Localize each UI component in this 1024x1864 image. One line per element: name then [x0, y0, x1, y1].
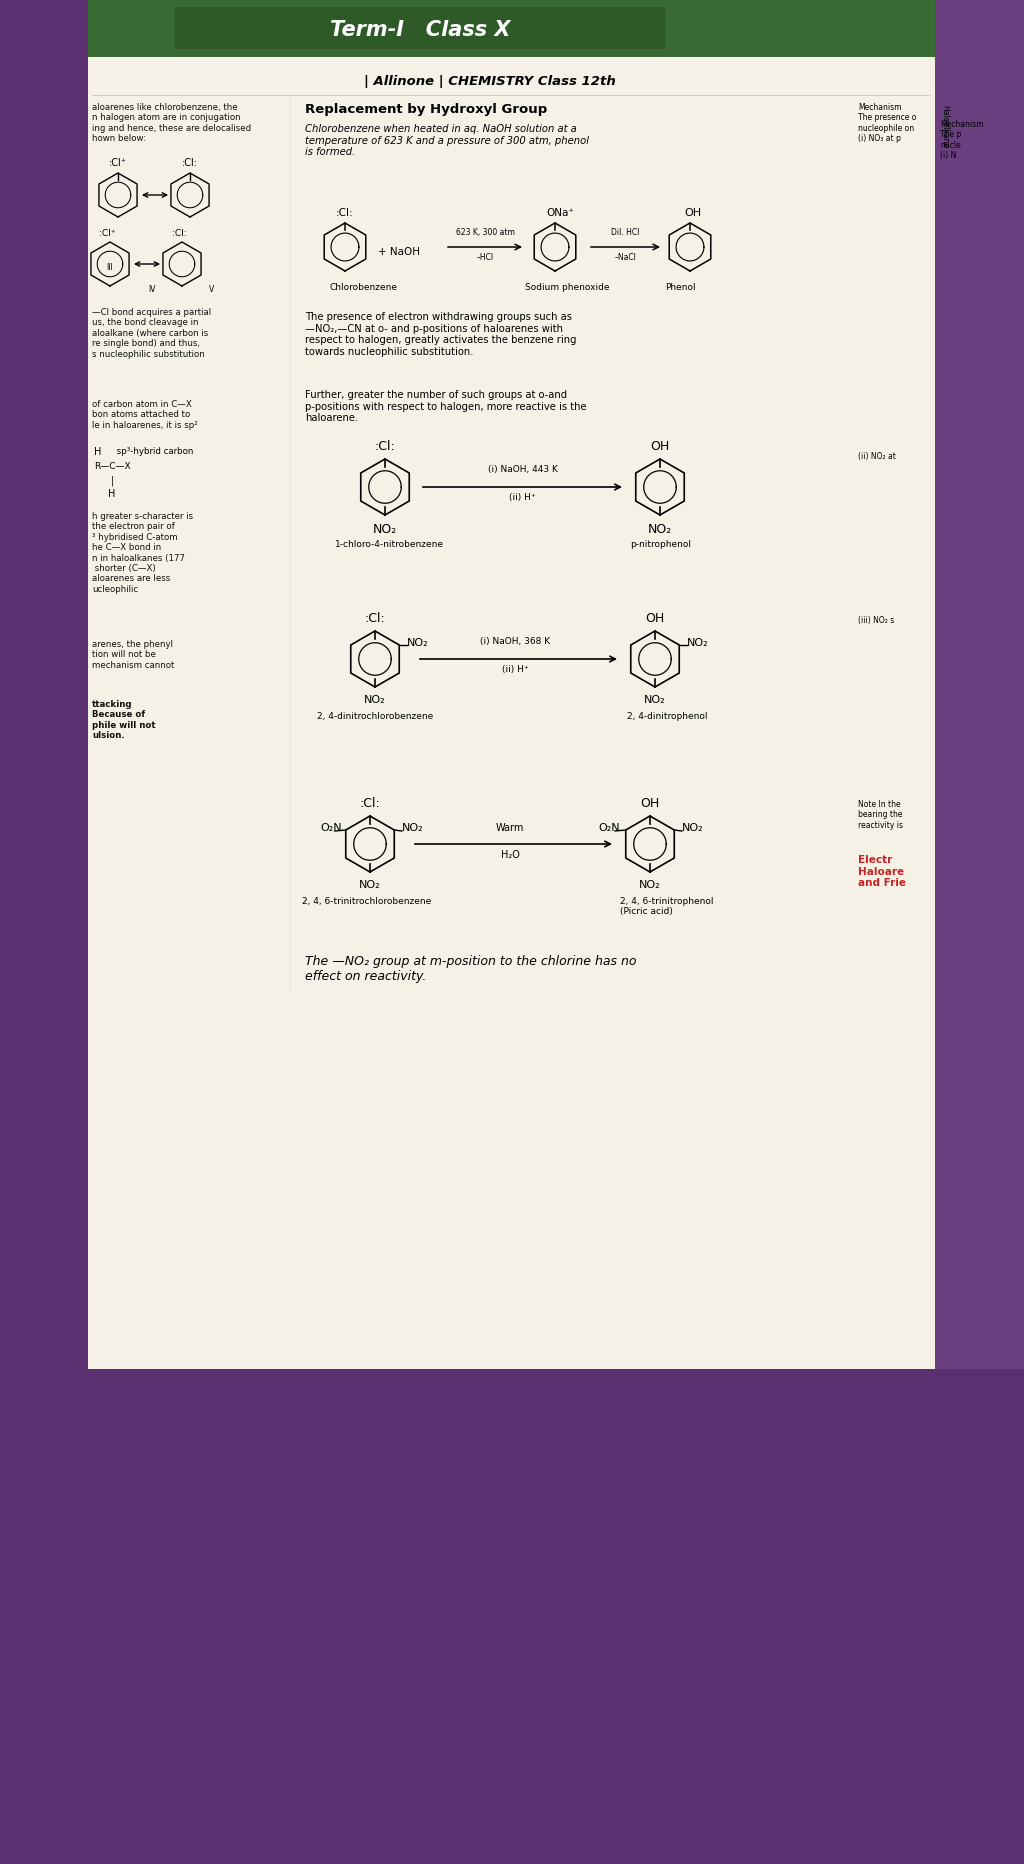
Text: Chlorobenzene: Chlorobenzene [330, 283, 398, 293]
Text: Note In the
bearing the
reactivity is: Note In the bearing the reactivity is [858, 800, 903, 829]
Text: H: H [109, 488, 116, 500]
Bar [0, 0, 1024, 58]
Text: H₂O: H₂O [501, 850, 519, 859]
Text: Phenol: Phenol [665, 283, 695, 293]
Text: Mechanism
The p
nucle
(i) N: Mechanism The p nucle (i) N [940, 119, 983, 160]
Text: Replacement by Hydroxyl Group: Replacement by Hydroxyl Group [305, 103, 547, 116]
Text: –NaCl: –NaCl [614, 254, 637, 261]
Text: III: III [106, 263, 114, 272]
Text: NO₂: NO₂ [407, 637, 429, 647]
Text: ttacking
Because of
phile will not
ulsion.: ttacking Because of phile will not ulsio… [92, 699, 156, 740]
Text: Sodium phenoxide: Sodium phenoxide [525, 283, 609, 293]
Text: Dil. HCl: Dil. HCl [611, 227, 640, 237]
Bar [0, 0, 88, 1864]
Text: aloarenes like chlorobenzene, the
n halogen atom are in conjugation
ing and henc: aloarenes like chlorobenzene, the n halo… [92, 103, 251, 144]
Text: (i) NaOH, 443 K: (i) NaOH, 443 K [487, 464, 557, 473]
Text: Haloalkane: Haloalkane [940, 104, 949, 147]
Text: :Cl:: :Cl: [172, 229, 186, 239]
Bar [88, 58, 935, 1370]
Text: :Cl:: :Cl: [359, 796, 380, 809]
Text: NO₂: NO₂ [682, 822, 703, 833]
Text: 2, 4, 6-trinitrochlorobenzene: 2, 4, 6-trinitrochlorobenzene [302, 897, 431, 906]
Text: NO₂: NO₂ [359, 880, 381, 889]
Text: :Cl:: :Cl: [182, 158, 198, 168]
Text: —Cl bond acquires a partial
us, the bond cleavage in
aloalkane (where carbon is
: —Cl bond acquires a partial us, the bond… [92, 308, 211, 358]
Bar [175, 7, 665, 50]
Text: Term-I   Class X: Term-I Class X [330, 21, 510, 39]
Text: O₂N: O₂N [319, 822, 342, 833]
Text: NO₂: NO₂ [365, 695, 386, 705]
Text: R—C—X: R—C—X [94, 462, 131, 472]
Text: |: | [111, 475, 114, 487]
Text: –HCl: –HCl [476, 254, 494, 261]
Text: :Cl:: :Cl: [375, 440, 395, 453]
Text: (ii) H⁺: (ii) H⁺ [502, 665, 528, 673]
Text: O₂N: O₂N [598, 822, 620, 833]
Text: + NaOH: + NaOH [378, 246, 420, 257]
Text: 1-chloro-4-nitrobenzene: 1-chloro-4-nitrobenzene [335, 541, 444, 548]
Text: Electr
Haloare
and Frie: Electr Haloare and Frie [858, 854, 906, 887]
Text: 2, 4-dinitrochlorobenzene: 2, 4-dinitrochlorobenzene [317, 712, 433, 721]
Text: Warm: Warm [496, 822, 524, 833]
Text: Mechanism
The presence o
nucleophile on
(i) NO₃ at p: Mechanism The presence o nucleophile on … [858, 103, 916, 144]
Text: :Cl⁺: :Cl⁺ [109, 158, 127, 168]
Text: The presence of electron withdrawing groups such as
—NO₂,—CN at o- and p-positio: The presence of electron withdrawing gro… [305, 311, 577, 356]
Text: arenes, the phenyl
tion will not be
mechanism cannot: arenes, the phenyl tion will not be mech… [92, 639, 174, 669]
Text: NO₂: NO₂ [639, 880, 660, 889]
Text: NO₂: NO₂ [402, 822, 424, 833]
Text: :Cl:: :Cl: [365, 611, 385, 624]
Text: (iii) NO₂ s: (iii) NO₂ s [858, 615, 894, 624]
Bar [0, 1370, 1024, 1864]
Text: of carbon atom in C—X
bon atoms attached to
le in haloarenes, it is sp²: of carbon atom in C—X bon atoms attached… [92, 399, 198, 429]
Text: h greater s-character is
the electron pair of
³ hybridised C-atom
he C—X bond in: h greater s-character is the electron pa… [92, 513, 194, 593]
Text: NO₂: NO₂ [644, 695, 666, 705]
Text: NO₂: NO₂ [687, 637, 709, 647]
Bar [935, 0, 1024, 1864]
Text: OH: OH [684, 209, 701, 218]
Text: NO₂: NO₂ [648, 522, 672, 535]
Text: (i) NaOH, 368 K: (i) NaOH, 368 K [480, 637, 550, 645]
Text: ONa⁺: ONa⁺ [546, 209, 573, 218]
Text: Further, greater the number of such groups at o-and
p-positions with respect to : Further, greater the number of such grou… [305, 390, 587, 423]
Text: H: H [94, 447, 101, 457]
Text: (ii) NO₂ at: (ii) NO₂ at [858, 451, 896, 460]
Text: 2, 4-dinitrophenol: 2, 4-dinitrophenol [627, 712, 708, 721]
Text: (ii) H⁺: (ii) H⁺ [509, 492, 536, 501]
Text: OH: OH [640, 796, 659, 809]
Text: | Allinone | CHEMISTRY Class 12th: | Allinone | CHEMISTRY Class 12th [365, 75, 615, 88]
Text: 623 K, 300 atm: 623 K, 300 atm [456, 227, 514, 237]
Text: p-nitrophenol: p-nitrophenol [630, 541, 691, 548]
Text: :Cl:: :Cl: [336, 209, 354, 218]
Text: OH: OH [645, 611, 665, 624]
Text: The —NO₂ group at m-position to the chlorine has no
effect on reactivity.: The —NO₂ group at m-position to the chlo… [305, 954, 637, 982]
Text: IV: IV [148, 285, 156, 295]
Text: Chlorobenzene when heated in aq. NaOH solution at a
temperature of 623 K and a p: Chlorobenzene when heated in aq. NaOH so… [305, 123, 589, 157]
Text: :Cl⁺: :Cl⁺ [98, 229, 116, 239]
Text: 2, 4, 6-trinitrophenol
(Picric acid): 2, 4, 6-trinitrophenol (Picric acid) [620, 897, 714, 915]
Text: V: V [209, 285, 215, 295]
Text: NO₂: NO₂ [373, 522, 397, 535]
Text: sp³-hybrid carbon: sp³-hybrid carbon [114, 447, 194, 457]
Text: OH: OH [650, 440, 670, 453]
